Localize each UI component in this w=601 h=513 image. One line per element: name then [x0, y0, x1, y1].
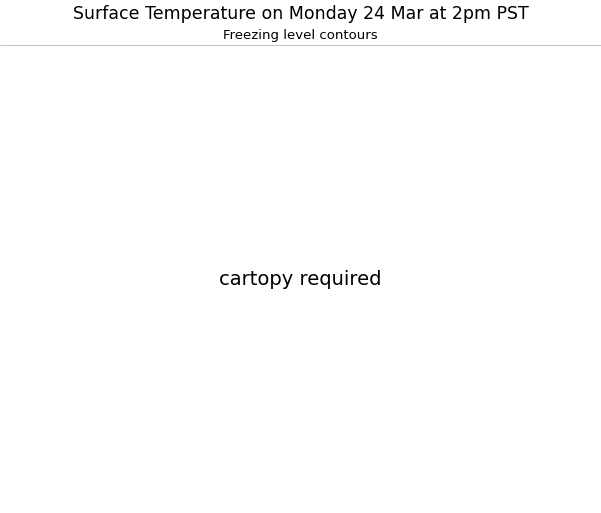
Text: cartopy required: cartopy required [219, 269, 382, 289]
Text: Freezing level contours: Freezing level contours [223, 29, 378, 42]
Text: Surface Temperature on Monday 24 Mar at 2pm PST: Surface Temperature on Monday 24 Mar at … [73, 5, 528, 23]
